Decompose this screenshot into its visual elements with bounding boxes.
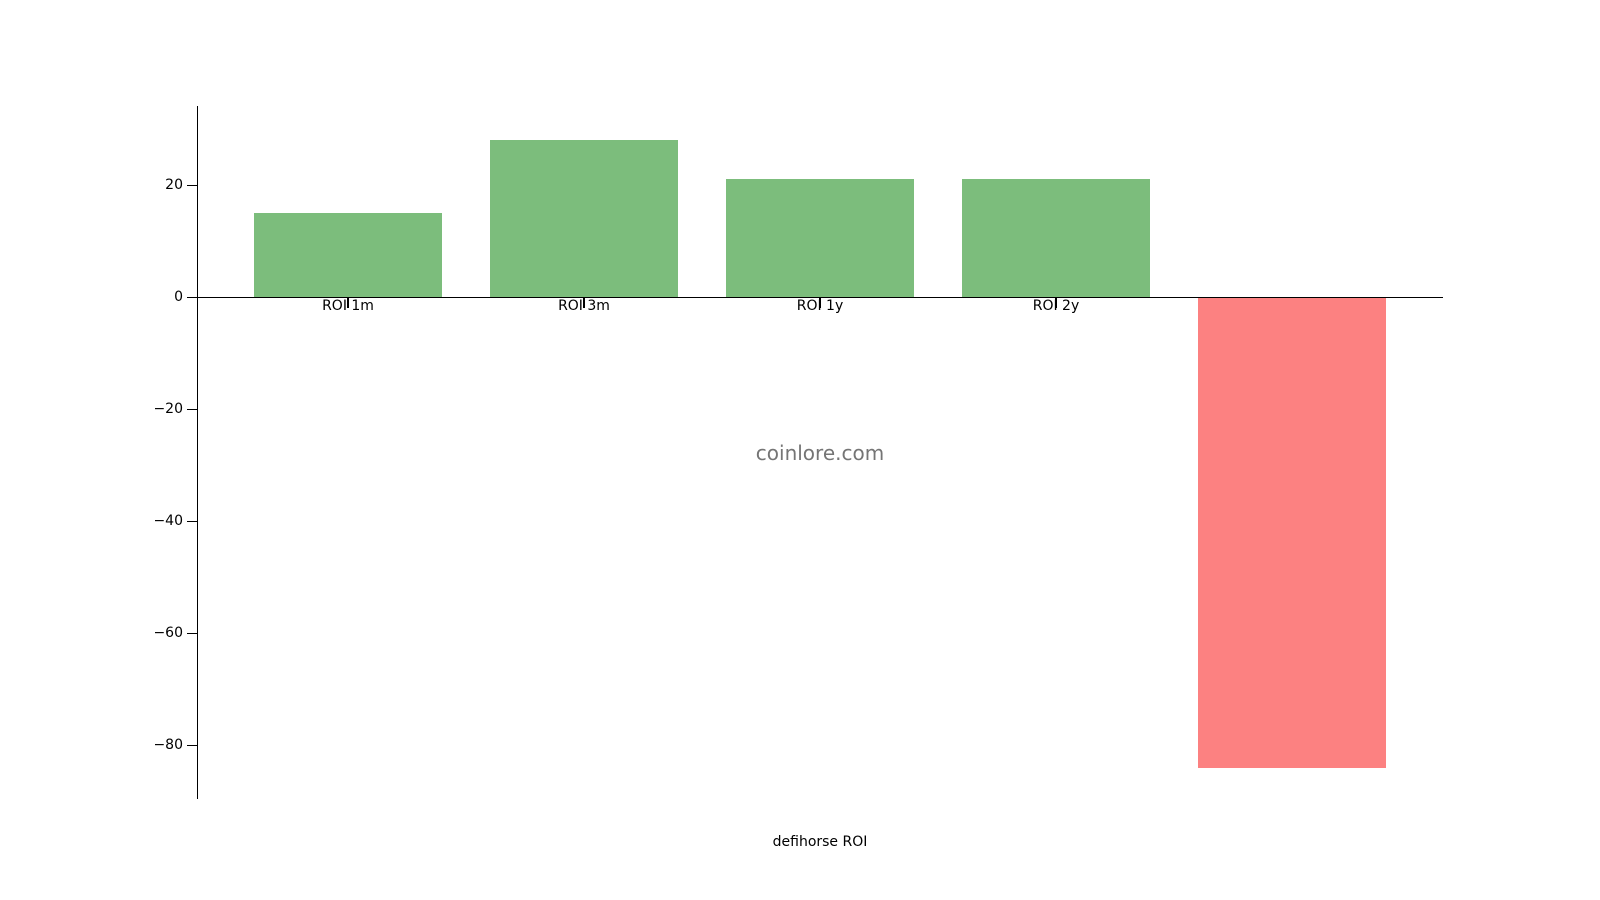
x-tick-label-roi-2y: ROI 2y <box>1032 298 1080 315</box>
x-tick-label-roi-3m: ROI 3m <box>558 298 610 315</box>
y-tick-mark-20 <box>187 184 197 187</box>
y-tick-label-minus-40: −40 <box>153 513 183 530</box>
x-tick-mark-roi-2y <box>1055 297 1057 309</box>
y-tick-mark-minus-20 <box>187 408 197 410</box>
x-tick-label-roi-1m: ROI 1m <box>322 298 374 315</box>
bar-roi-1m <box>253 213 443 298</box>
watermark: coinlore.com <box>755 440 885 465</box>
y-tick-label-0: 0 <box>174 289 183 306</box>
y-tick-label-minus-20: −20 <box>153 401 183 418</box>
y-tick-mark-minus-40 <box>187 520 197 522</box>
y-axis-spine <box>197 106 199 799</box>
y-tick-mark-minus-80 <box>187 744 197 746</box>
y-tick-label-minus-80: −80 <box>153 737 183 754</box>
y-tick-mark-minus-60 <box>187 632 197 634</box>
y-tick-label-20: 20 <box>165 177 183 194</box>
bar-roi-2y <box>961 179 1151 298</box>
y-tick-label-minus-60: −60 <box>153 625 183 642</box>
bar-roi-1y <box>725 179 915 298</box>
y-tick-mark-0 <box>187 296 197 299</box>
bar-roi-3m <box>489 139 679 298</box>
bar-negative-5 <box>1197 297 1387 768</box>
x-tick-mark-roi-3m <box>583 297 585 309</box>
x-tick-mark-roi-1m <box>347 297 349 309</box>
x-axis-label: defihorse ROI <box>772 834 868 850</box>
x-tick-mark-roi-1y <box>819 297 821 309</box>
x-axis-zero-line <box>197 296 1443 299</box>
x-tick-label-roi-1y: ROI 1y <box>796 298 844 315</box>
